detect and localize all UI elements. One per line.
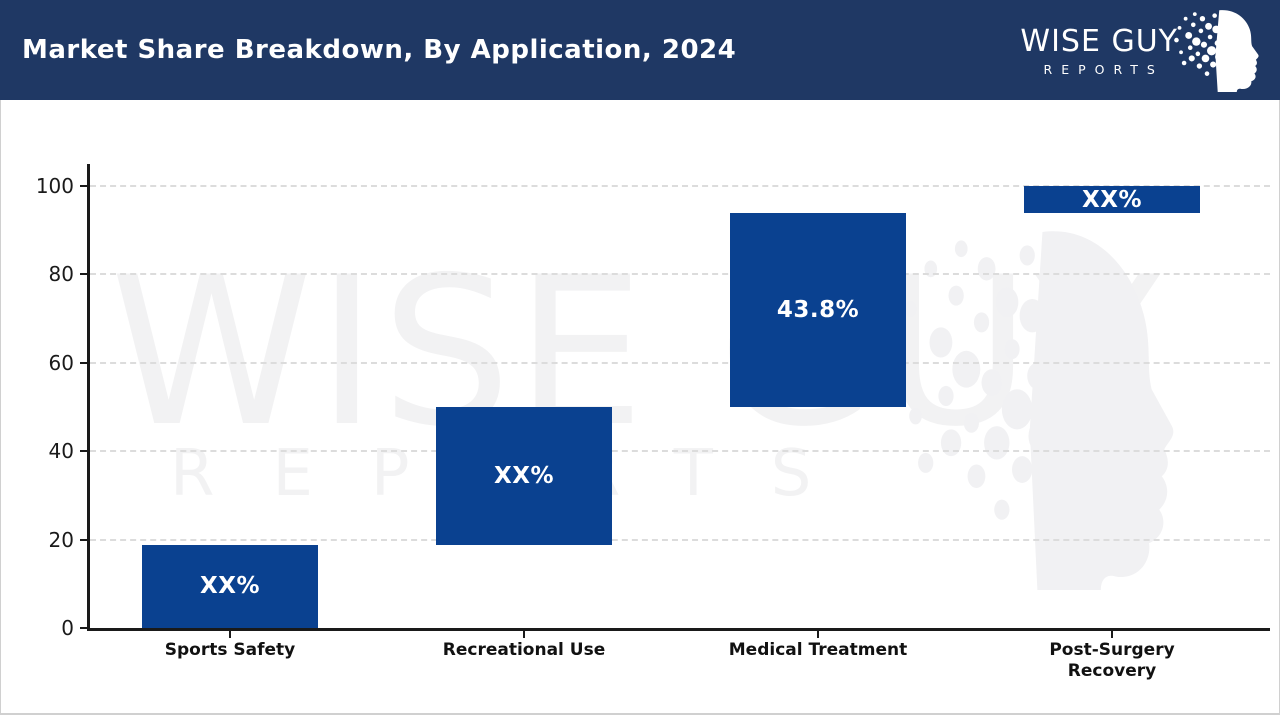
y-axis-tick-label: 0 xyxy=(61,616,74,640)
logo-head-icon xyxy=(1170,8,1270,92)
frame-border-left xyxy=(0,100,1,714)
x-axis-category-label-line: Recreational Use xyxy=(442,640,606,660)
bar-value-label: XX% xyxy=(199,573,260,600)
x-axis-tick-mark xyxy=(817,630,819,638)
y-axis-tick-mark xyxy=(80,273,88,276)
y-axis-tick-label: 80 xyxy=(48,262,74,287)
bar-segment: XX% xyxy=(436,407,612,545)
y-axis-tick-mark xyxy=(80,185,88,187)
x-axis-category-label-line: Medical Treatment xyxy=(728,640,908,660)
gridline-80 xyxy=(90,273,1270,276)
y-axis-tick-label: 60 xyxy=(48,350,74,375)
watermark-text-wiseguy: WISE GUY xyxy=(110,234,1165,472)
bar-value-label: XX% xyxy=(493,462,554,489)
y-axis-tick-mark xyxy=(80,538,88,541)
x-axis-category-label-line: Post-Surgery xyxy=(1049,640,1175,660)
x-axis-category-label: Post-Surgery Recovery xyxy=(992,640,1232,682)
y-axis-line xyxy=(87,164,90,631)
x-axis-tick-mark xyxy=(1111,630,1113,638)
y-axis-tick-label: 40 xyxy=(48,439,74,464)
bar-segment: XX% xyxy=(142,544,318,628)
chart-title: Market Share Breakdown, By Application, … xyxy=(22,35,737,65)
y-axis-tick-mark xyxy=(80,450,88,453)
bar-value-label: 43.8% xyxy=(776,297,860,324)
bar-value-label: XX% xyxy=(1081,186,1142,213)
x-axis-category-label: Sports Safety xyxy=(110,640,350,661)
logo-text: WISE GUY REPORTS xyxy=(1020,24,1178,77)
x-axis-tick-mark xyxy=(523,630,525,638)
bar-segment: XX% xyxy=(1024,186,1200,214)
gridline-40 xyxy=(90,450,1270,453)
y-axis-tick-label: 20 xyxy=(48,527,74,552)
x-axis-line xyxy=(87,628,1270,631)
x-axis-category-label-line: Recovery xyxy=(1067,661,1157,681)
bar-segment: 43.8% xyxy=(730,213,906,407)
gridline-100 xyxy=(90,185,1270,187)
x-axis-category-label: Medical Treatment xyxy=(698,640,938,661)
y-axis-tick-mark xyxy=(80,627,88,629)
header-banner: Market Share Breakdown, By Application, … xyxy=(0,0,1280,100)
x-axis-tick-mark xyxy=(229,630,231,638)
x-axis-category-label-line: Sports Safety xyxy=(164,640,296,660)
logo-wordmark: WISE GUY xyxy=(1020,23,1178,59)
x-axis-category-label: Recreational Use xyxy=(404,640,644,661)
frame-border-bottom xyxy=(0,713,1280,715)
logo-subtitle: REPORTS xyxy=(1043,61,1164,77)
gridline-20 xyxy=(90,538,1270,541)
wise-guy-reports-logo: WISE GUY REPORTS xyxy=(1020,0,1270,100)
gridline-60 xyxy=(90,361,1270,364)
y-axis-tick-mark xyxy=(80,361,88,364)
y-axis-tick-label: 100 xyxy=(35,174,74,198)
